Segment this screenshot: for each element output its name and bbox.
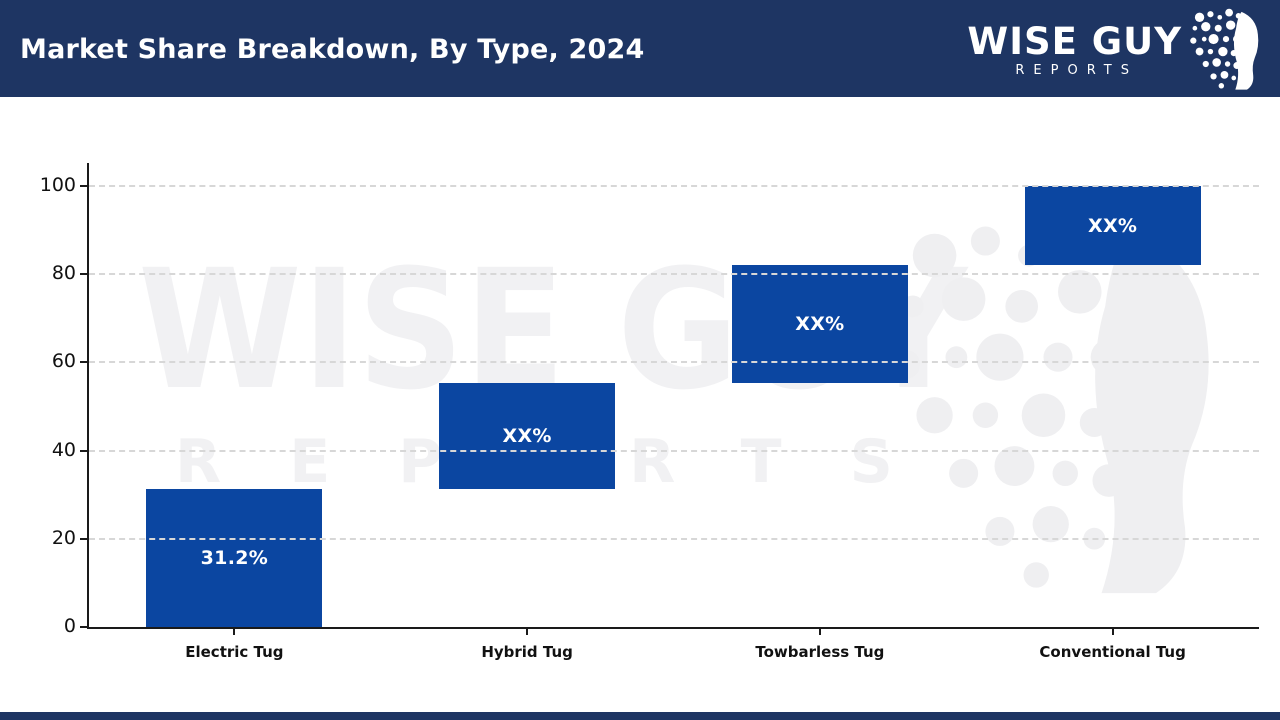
bar-hybrid-tug: XX%	[439, 382, 616, 490]
gridline-y80	[89, 273, 1259, 276]
bar-conventional-tug: XX%	[1024, 186, 1201, 266]
bar-electric-tug: 31.2%	[146, 489, 323, 627]
chart-title: Market Share Breakdown, By Type, 2024	[20, 34, 645, 65]
y-axis-tick-label: 100	[39, 174, 76, 196]
bar-value-label: XX%	[795, 313, 845, 336]
x-axis-category-label: Hybrid Tug	[481, 643, 573, 661]
x-axis-category-label: Conventional Tug	[1039, 643, 1186, 661]
brand-logo-text: WISE GUY REPORTS	[967, 23, 1182, 78]
gridline-y60	[89, 361, 1259, 364]
bar-value-label: 31.2%	[200, 547, 269, 570]
x-axis-tick	[1111, 628, 1114, 635]
y-axis-tick	[80, 185, 88, 187]
x-axis-tick	[233, 628, 236, 635]
header-banner: Market Share Breakdown, By Type, 2024 WI…	[0, 0, 1280, 97]
footer-bar	[0, 712, 1280, 720]
brand-logo: WISE GUY REPORTS	[967, 6, 1266, 94]
y-axis-tick	[80, 537, 88, 540]
bar-value-label: XX%	[502, 425, 552, 448]
gridline-y20	[89, 537, 1259, 540]
x-axis-category-label: Towbarless Tug	[755, 643, 885, 661]
brand-subtitle: REPORTS	[1015, 62, 1138, 78]
bar-value-label: XX%	[1088, 214, 1138, 237]
y-axis-tick	[80, 626, 88, 628]
y-axis-tick	[80, 361, 88, 364]
y-axis-tick-label: 60	[51, 350, 76, 373]
brand-head-icon	[1190, 8, 1259, 90]
bar-towbarless-tug: XX%	[731, 265, 908, 383]
gridline-y100	[89, 185, 1259, 187]
y-axis-tick-label: 20	[51, 526, 76, 549]
x-axis-tick	[526, 628, 529, 635]
gridline-y40	[89, 449, 1259, 452]
y-axis-tick-label: 0	[63, 615, 76, 637]
plot-area: 0 20 40 60 80 100 31.2% XX% XX% XX% Electric Tug Hy…	[0, 97, 1280, 712]
brand-name: WISE GUY	[967, 19, 1182, 63]
y-axis-tick-label: 80	[51, 262, 76, 285]
y-axis-spine	[87, 163, 89, 629]
y-axis-tick	[80, 273, 88, 276]
y-axis-tick-label: 40	[51, 438, 76, 461]
x-axis-tick	[818, 628, 821, 635]
y-axis-tick	[80, 449, 88, 452]
x-axis-category-label: Electric Tug	[185, 643, 284, 661]
x-axis-spine	[87, 627, 1259, 629]
